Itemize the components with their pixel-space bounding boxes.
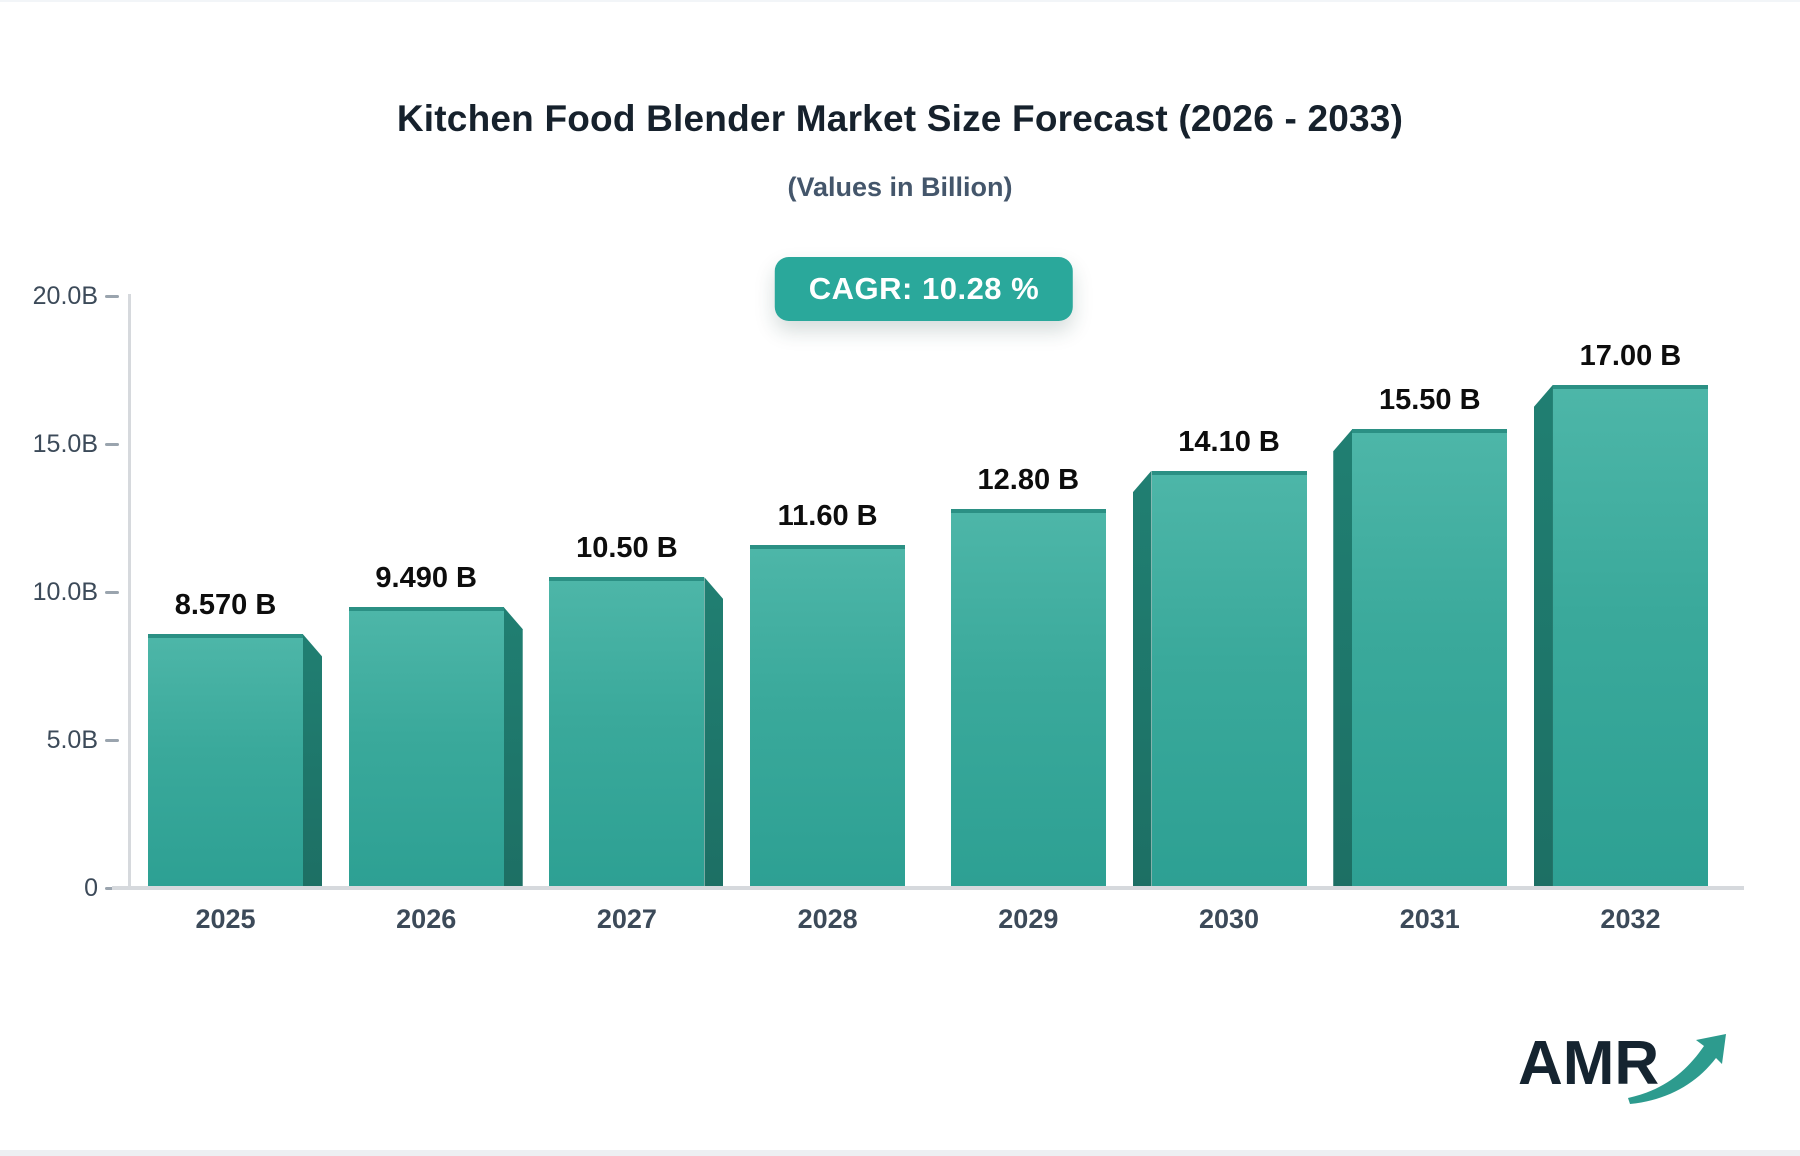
x-axis-baseline: [112, 886, 1744, 890]
bar-3d-side: [1533, 384, 1553, 888]
x-axis-label-2029: 2029: [998, 904, 1059, 934]
chart-title: Kitchen Food Blender Market Size Forecas…: [396, 98, 1404, 139]
cagr-badge: CAGR: 10.28 %: [774, 257, 1074, 321]
bar-value-label: 15.50 B: [1378, 384, 1481, 417]
bar-3d-side: [1333, 429, 1353, 888]
bar-value-label: 11.60 B: [777, 499, 878, 532]
x-axis-label-2028: 2028: [797, 904, 858, 934]
y-tick-dash: [105, 442, 119, 446]
y-tick-label: 15.0B: [32, 430, 98, 458]
y-tick-dash: [105, 738, 119, 742]
x-axis-label-2030: 2030: [1199, 904, 1260, 934]
bar-2030: [1151, 470, 1307, 888]
bar-value-label: 17.00 B: [1579, 339, 1682, 372]
amr-logo-text: AMR: [1518, 1029, 1659, 1098]
x-axis-label-2025: 2025: [195, 904, 256, 934]
y-tick-label: 5.0B: [46, 726, 98, 754]
amr-logo-arrow-icon: [1628, 1034, 1726, 1104]
x-axis-label-2026: 2026: [396, 904, 457, 934]
bar-value-label: 10.50 B: [576, 532, 678, 565]
bar-value-label: 14.10 B: [1178, 425, 1280, 458]
bar-2026: [348, 607, 504, 888]
amr-logo: AMR: [1518, 1029, 1726, 1104]
bar-3d-side: [503, 607, 523, 888]
bar-2028: [750, 544, 906, 888]
bar-2025: [148, 634, 303, 888]
bar-2027: [549, 577, 705, 888]
bar-3d-side: [303, 634, 322, 888]
y-tick-label: 10.0B: [32, 578, 98, 606]
y-tick-label: 0: [84, 874, 98, 902]
y-tick-label: 20.0B: [32, 282, 98, 310]
y-tick-dash: [105, 590, 119, 594]
bar-value-label: 9.490 B: [375, 562, 477, 595]
chart-subtitle: (Values in Billion): [787, 172, 1013, 202]
x-axis-label-2032: 2032: [1600, 904, 1661, 934]
x-axis-label-2027: 2027: [596, 904, 657, 934]
bar-2029: [950, 509, 1106, 888]
bar-3d-side: [1132, 470, 1152, 888]
bar-2031: [1352, 429, 1508, 888]
y-tick-dash: [105, 294, 119, 298]
bar-value-label: 12.80 B: [977, 464, 1080, 497]
x-axis-label-2031: 2031: [1399, 904, 1460, 934]
y-axis-line: [128, 294, 131, 888]
bar-3d-side: [704, 577, 724, 888]
bar-value-label: 8.570 B: [174, 589, 277, 622]
bar-2032: [1552, 384, 1708, 888]
